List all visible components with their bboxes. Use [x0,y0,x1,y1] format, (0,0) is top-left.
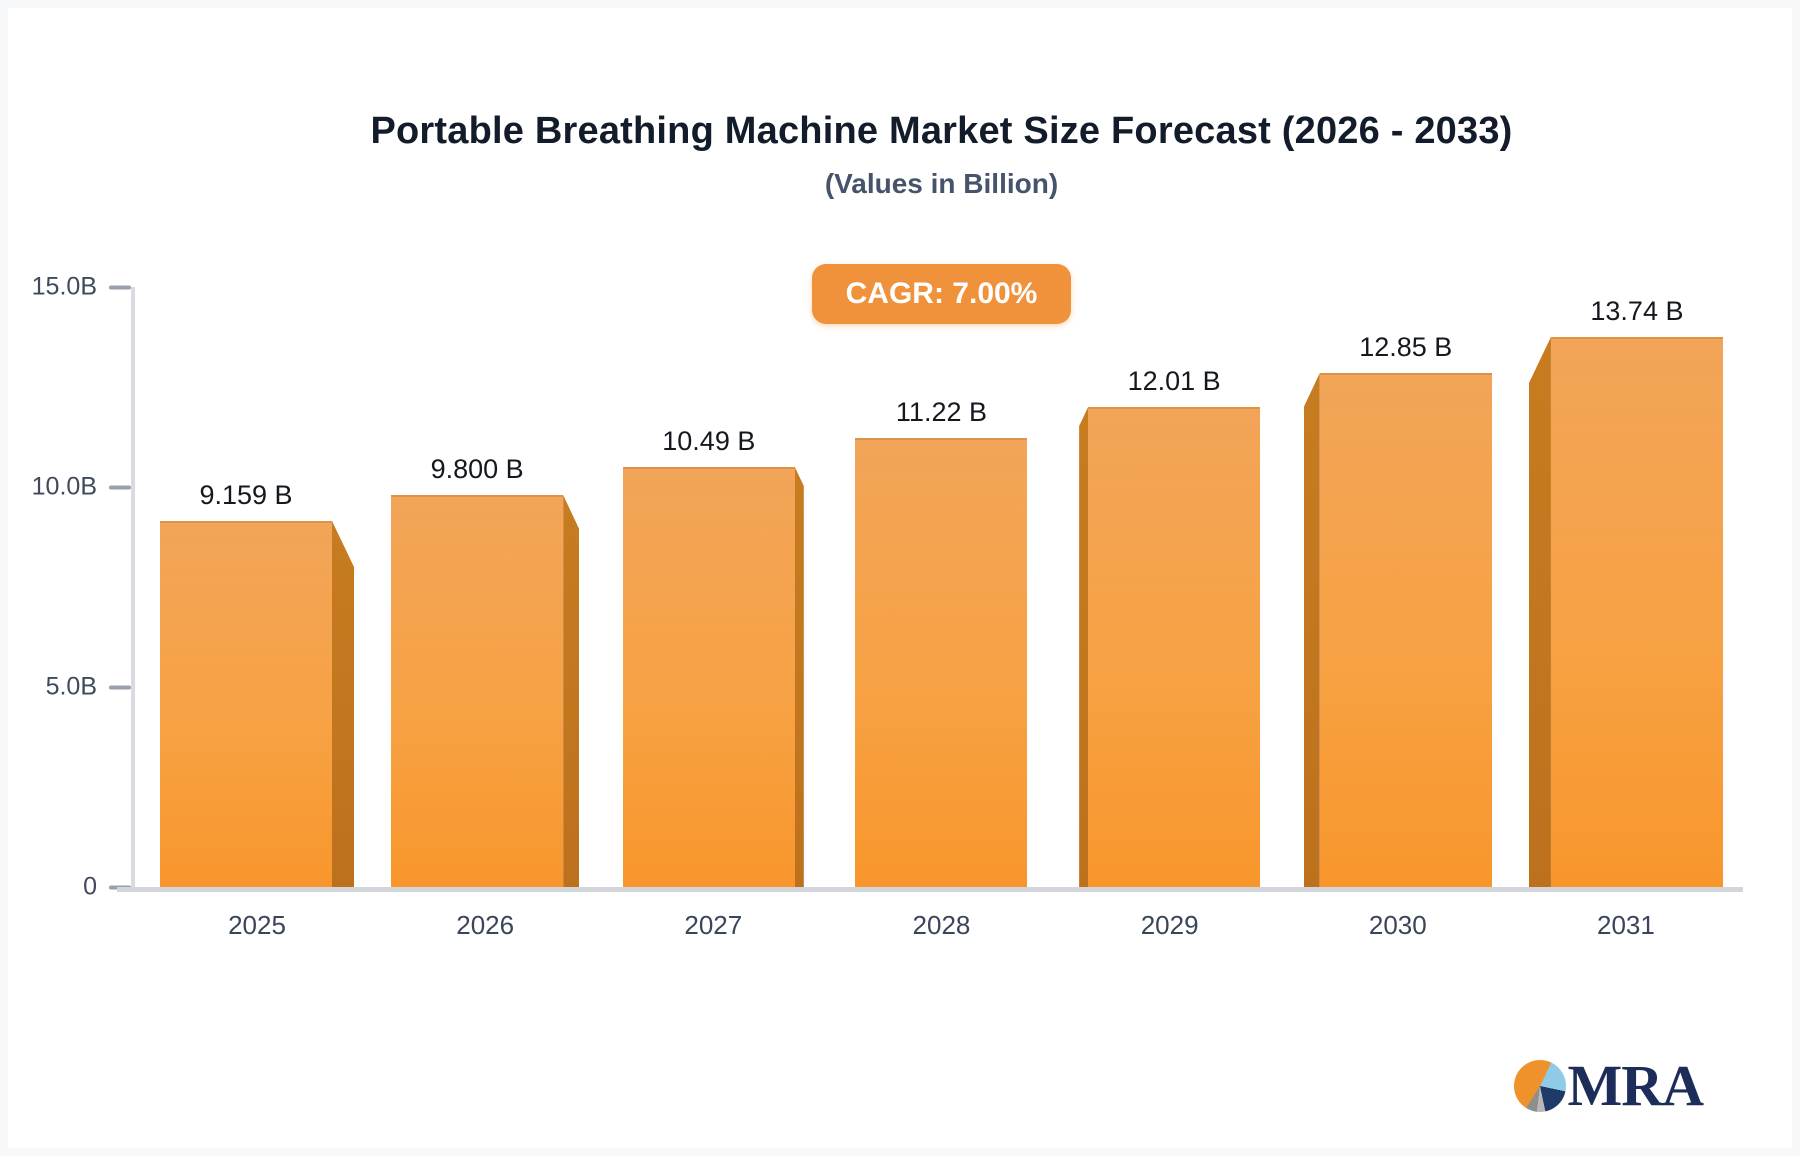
x-axis-label: 2026 [456,910,515,940]
bar [622,467,804,887]
bar-value-label: 10.49 B [662,426,756,456]
bar [391,495,580,887]
x-axis-label: 2027 [684,910,743,940]
bar-slot: 13.74 B [1512,287,1740,887]
bar-front-face [622,467,795,887]
brand-logo: MRA [1514,1053,1704,1118]
bar-value-label: 12.85 B [1359,332,1453,362]
bar [855,438,1028,887]
bar-side-face [1528,337,1551,887]
pie-chart-logo-icon [1514,1060,1567,1112]
y-tick: 10.0B [8,473,143,502]
x-axis-label: 2029 [1140,910,1199,940]
bar-slot: 12.01 B [1056,287,1284,887]
cagr-badge: CAGR: 7.00% [811,264,1072,324]
y-tick-label: 10.0B [31,472,97,501]
x-axis-label: 2031 [1597,910,1655,940]
bar-slot: 10.49 B [599,287,827,887]
bar-value-label: 9.800 B [430,454,524,484]
y-tick-mark [109,485,131,489]
bar [1528,337,1723,887]
bar-side-face [1079,407,1089,887]
chart-title: Portable Breathing Machine Market Size F… [370,110,1513,152]
bar [160,521,354,887]
bar-side-face [794,467,804,887]
x-axis-label: 2025 [228,910,286,940]
bar-value-label: 11.22 B [895,397,987,427]
y-tick: 5.0B [8,673,143,702]
y-tick-label: 15.0B [31,272,97,301]
bar-value-label: 13.74 B [1590,296,1684,326]
bar-front-face [160,521,332,887]
bar [1079,407,1261,887]
x-axis-line [117,887,1743,892]
bar-front-face [1319,373,1492,887]
bar [1303,373,1492,887]
chart-header: Portable Breathing Machine Market Size F… [143,108,1740,200]
bar-side-face [332,521,354,887]
x-axis-label: 2030 [1368,910,1427,940]
x-axis-labels: 2025 2026 2027 2028 2029 2030 2031 [143,910,1740,941]
bar-front-face [391,495,564,887]
bars-area: 9.159 B 9.800 B 10.49 B 11.22 B 12.01 B 12.85… [143,287,1740,887]
x-axis-label: 2028 [912,910,971,940]
y-axis-line [131,287,135,888]
bar-slot: 11.22 B [827,287,1055,887]
chart-card: Portable Breathing Machine Market Size F… [8,8,1792,1148]
bar-front-face [1088,407,1261,887]
bar-slot: 9.159 B [143,287,371,887]
bar-slot: 9.800 B [371,287,599,887]
bar-front-face [1550,337,1723,887]
bar-value-label: 12.01 B [1127,366,1221,396]
y-tick-label: 0 [83,872,97,901]
brand-logo-text: MRA [1567,1053,1704,1118]
bar-slot: 12.85 B [1284,287,1512,887]
y-tick-mark [109,685,131,689]
y-axis: 15.0B 10.0B 5.0B 0 [8,273,143,901]
bar-side-face [563,495,580,887]
y-tick-label: 5.0B [45,672,97,701]
bar-value-label: 9.159 B [199,480,293,510]
y-tick: 15.0B [8,273,143,302]
chart-subtitle: (Values in Billion) [824,168,1059,199]
y-tick-mark [109,285,131,289]
bar-front-face [855,438,1028,887]
bar-side-face [1303,373,1320,887]
cagr-badge-row: CAGR: 7.00% [143,264,1740,324]
